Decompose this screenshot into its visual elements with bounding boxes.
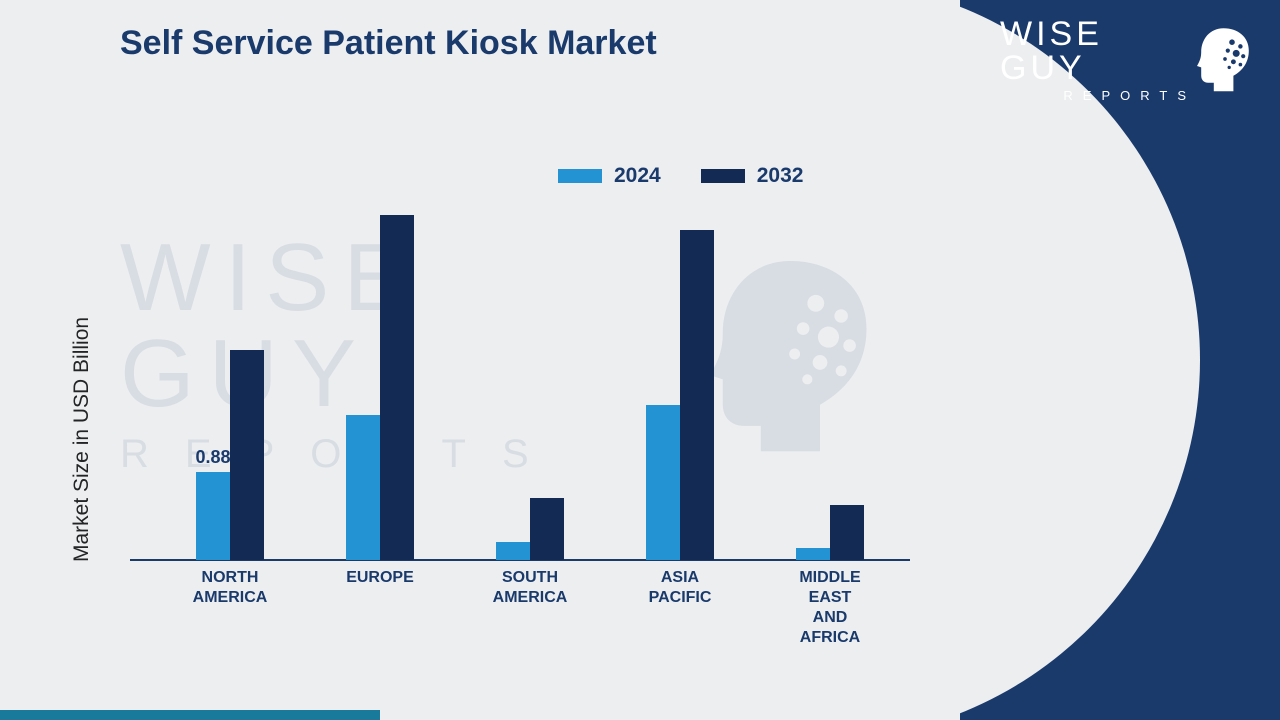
bar-2032 [830, 505, 864, 560]
bar-group [755, 200, 905, 560]
legend-label-2032: 2032 [757, 164, 804, 188]
legend-item-2024: 2024 [558, 164, 661, 188]
bar-value-label: 0.88 [190, 447, 236, 468]
bottom-accent-bar [0, 710, 380, 720]
head-profile-icon [1190, 24, 1260, 94]
bar-2024 [796, 548, 830, 560]
y-axis-label: Market Size in USD Billion [70, 317, 94, 562]
x-tick-label: EUROPE [305, 568, 455, 588]
logo-line1: WISE GUY [1000, 17, 1196, 85]
chart-root: WISE GUY REPORTS WISE GUY REPORTS Self [0, 0, 1280, 720]
x-tick-label: NORTHAMERICA [155, 568, 305, 608]
bar-2032 [380, 215, 414, 560]
chart-plot-area: 0.88NORTHAMERICAEUROPESOUTHAMERICAASIAPA… [130, 200, 910, 560]
legend-swatch-2024 [558, 169, 602, 183]
brand-logo: WISE GUY REPORTS [1000, 20, 1260, 98]
bar-2032 [680, 230, 714, 560]
legend-label-2024: 2024 [614, 164, 661, 188]
bar-group [305, 200, 455, 560]
legend-item-2032: 2032 [701, 164, 804, 188]
x-tick-label: MIDDLEEASTANDAFRICA [755, 568, 905, 648]
bar-2024 [196, 472, 230, 560]
bar-group [455, 200, 605, 560]
bar-group [605, 200, 755, 560]
legend-swatch-2032 [701, 169, 745, 183]
right-panel [960, 0, 1280, 720]
legend: 2024 2032 [558, 164, 803, 188]
bar-group [155, 200, 305, 560]
x-tick-label: SOUTHAMERICA [455, 568, 605, 608]
bar-2024 [646, 405, 680, 560]
bar-2032 [530, 498, 564, 560]
logo-line2: REPORTS [1063, 89, 1196, 102]
x-tick-label: ASIAPACIFIC [605, 568, 755, 608]
chart-title: Self Service Patient Kiosk Market [120, 24, 657, 63]
bar-2024 [346, 415, 380, 560]
bar-2024 [496, 542, 530, 560]
